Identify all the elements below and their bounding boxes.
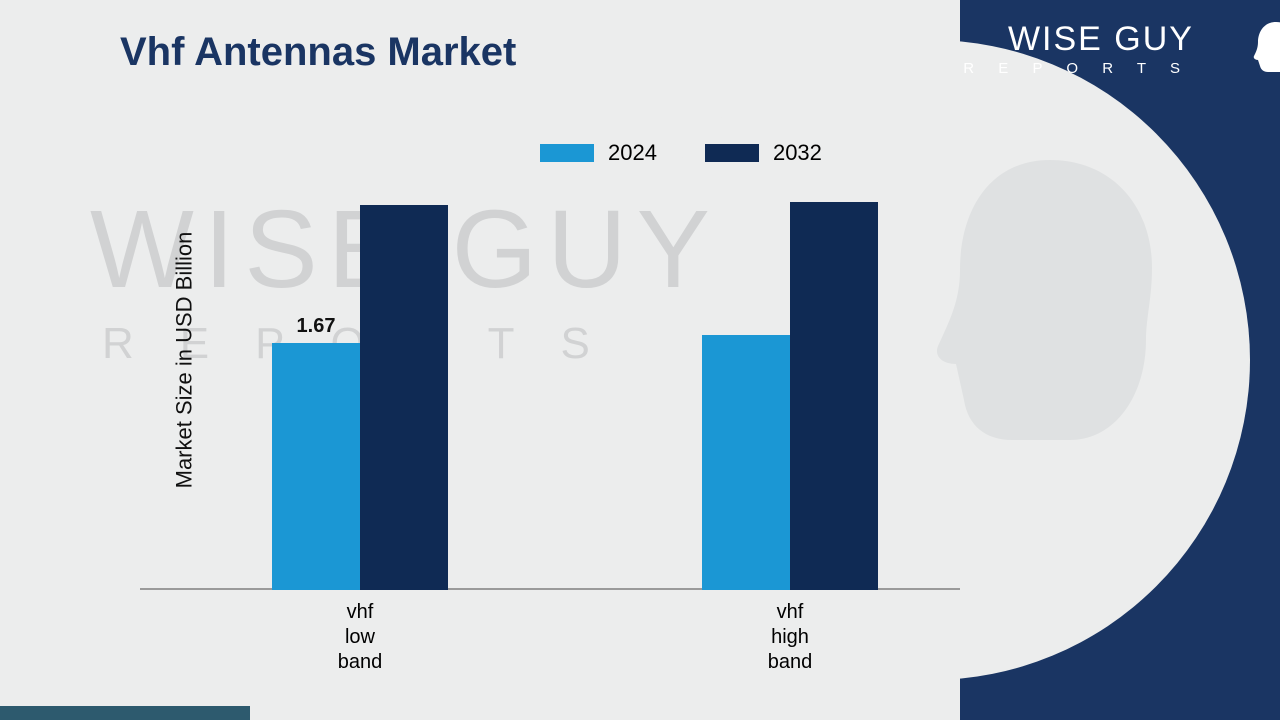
bottom-accent-bar bbox=[0, 706, 250, 720]
bar: 1.67 bbox=[272, 343, 360, 590]
brand-main-text: WISE GUY bbox=[963, 22, 1194, 56]
chart-title: Vhf Antennas Market bbox=[120, 30, 516, 75]
brand-sub-text: R E P O R T S bbox=[963, 60, 1194, 77]
legend: 2024 2032 bbox=[540, 140, 822, 166]
legend-swatch-2032 bbox=[705, 144, 759, 162]
legend-label-2024: 2024 bbox=[608, 140, 657, 166]
category-label: vhf low band bbox=[338, 590, 383, 675]
bar-chart: 1.67vhf low band vhf high band bbox=[140, 190, 960, 590]
bar-group: 1.67vhf low band bbox=[260, 190, 460, 590]
bar bbox=[702, 335, 790, 590]
legend-item-2032: 2032 bbox=[705, 140, 822, 166]
bar-value-label: 1.67 bbox=[297, 315, 336, 338]
brand-logo: WISE GUY R E P O R T S bbox=[963, 22, 1252, 78]
brand-head-icon bbox=[1246, 18, 1280, 78]
bar bbox=[790, 202, 878, 590]
legend-label-2032: 2032 bbox=[773, 140, 822, 166]
category-label: vhf high band bbox=[768, 590, 813, 675]
legend-swatch-2024 bbox=[540, 144, 594, 162]
legend-item-2024: 2024 bbox=[540, 140, 657, 166]
bar bbox=[360, 205, 448, 590]
bar-group: vhf high band bbox=[690, 190, 890, 590]
infographic-canvas: WISE GUY R E P O R T S WISE GUY REPORTS … bbox=[0, 0, 1280, 720]
